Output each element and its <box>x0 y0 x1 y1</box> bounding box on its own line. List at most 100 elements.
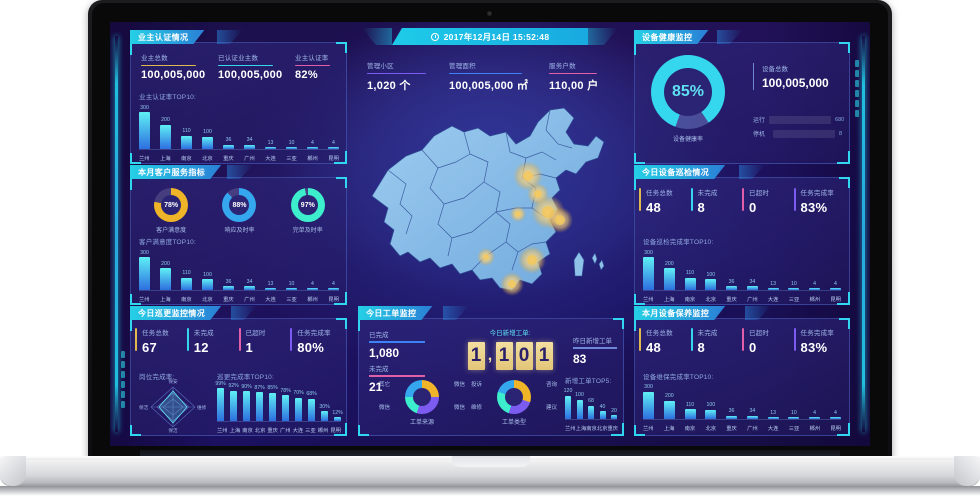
bar <box>307 288 318 290</box>
china-map[interactable] <box>360 92 610 304</box>
bar-column: 34 <box>244 246 255 290</box>
bar-column: 90% <box>241 379 252 421</box>
bar-column: 13 <box>265 246 276 290</box>
bar-column: 10 <box>286 246 297 290</box>
bar-category-label: 郴州 <box>317 427 329 434</box>
bar <box>286 288 297 290</box>
bar-column: 4 <box>809 381 821 419</box>
donut-satisfaction[interactable]: 78% 客户满意度 <box>154 188 189 234</box>
chart-workorder-type[interactable]: 工单类型 投诉 咨询 维修 建议 <box>471 380 557 426</box>
bar <box>643 391 654 419</box>
workorder-done: 已完成 1,080 <box>369 329 431 360</box>
device-maintain-kpis: 任务总数 48 未完成 8 已超时 0 任务完 <box>635 319 849 355</box>
bar <box>321 411 328 421</box>
bar-category-label: 南京 <box>684 425 696 432</box>
bar <box>599 411 606 419</box>
laptop-hinge <box>140 450 840 458</box>
chart-workorder-top5[interactable]: 120 100 68 40 20 <box>563 385 617 419</box>
bar <box>139 257 150 290</box>
panel-title-device-maintain: 本月设备保养监控 <box>634 306 725 320</box>
bar-value: 10 <box>790 409 797 416</box>
header-datetime: 2017年12月14日 15:52:48 <box>443 31 550 42</box>
bar-category-label: 三亚 <box>286 296 297 303</box>
bar <box>328 288 339 290</box>
bar-category-label: 广州 <box>747 296 758 303</box>
bar-category-label: 大连 <box>767 425 779 432</box>
owner-cert-kpis: 业主总数 100,005,000 已认证业主数 100,005,000 业主认证… <box>131 43 346 81</box>
panel-title-service-index: 本月客户服务指标 <box>130 165 221 179</box>
bar-value: 200 <box>161 117 170 124</box>
bar-column: 300 <box>139 246 150 290</box>
chart-patrol-top10[interactable]: 99% 92% 90% 87% 85% 78% 70% 68% 30% 12% <box>215 379 343 421</box>
bar-value: 300 <box>644 384 653 391</box>
bar-column: 68 <box>588 385 594 419</box>
bar <box>767 288 779 290</box>
bar-category-label: 昆明 <box>830 296 841 303</box>
bar-category-label: 兰州 <box>643 425 654 432</box>
bar-category-label: 兰州 <box>217 427 228 434</box>
bar-column: 34 <box>746 381 758 419</box>
bar-category-label: 北京 <box>705 425 717 432</box>
bar-column: 36 <box>223 246 234 290</box>
bar-value: 110 <box>182 128 191 135</box>
bar <box>684 409 696 419</box>
bar-value: 36 <box>728 278 735 285</box>
center-kpi: 管理面积 100,005,000 ㎡ <box>442 60 542 93</box>
chart-device-health-donut[interactable]: 85% 设备健康率 <box>651 55 725 143</box>
bar <box>160 124 171 149</box>
donut-completion[interactable]: 97% 完单及时率 <box>290 188 325 234</box>
bar-value: 300 <box>140 249 149 256</box>
chart-device-inspect-labels: 兰州 上海 南京 北京 重庆 广州 大连 三亚 郴州 昆明 <box>643 292 841 303</box>
chart-satisfaction-top10[interactable]: 300 200 110 100 36 34 13 10 4 4 <box>139 246 339 290</box>
bar-value: 120 <box>563 388 573 395</box>
bar-value: 110 <box>685 401 695 408</box>
bar-category-label: 上海 <box>229 427 241 434</box>
chart-patrol-radar[interactable]: 保安 保洁 保洁 维修 <box>137 377 209 434</box>
kpi-maintain-undone: 未完成 8 <box>690 327 743 355</box>
bar-column: 110 <box>181 101 192 149</box>
donut-response[interactable]: 88% 响应及时率 <box>222 188 257 234</box>
patrol-kpis: 任务总数 67 未完成 12 已超时 1 任务 <box>131 319 346 355</box>
svg-text:维修: 维修 <box>197 404 207 411</box>
bar <box>705 409 717 419</box>
bar <box>643 257 654 290</box>
odometer-digit: 0 <box>515 342 533 370</box>
bar-column: 13 <box>767 381 779 419</box>
laptop-base-notch <box>452 456 530 467</box>
bar-value: 200 <box>664 260 674 267</box>
bar-column: 300 <box>139 101 150 149</box>
bar-value: 36 <box>225 137 232 144</box>
bar-column: 34 <box>746 246 758 290</box>
patrol-radar-title: 岗位完成率: <box>139 374 175 381</box>
laptop-base-corner-left <box>0 456 26 486</box>
bar-value: 92% <box>228 383 239 390</box>
kpi-owner-certified: 已认证业主数 100,005,000 <box>218 55 283 82</box>
bar <box>223 144 234 149</box>
kpi-owner-total: 业主总数 100,005,000 <box>141 55 206 82</box>
bar-value: 20 <box>611 407 617 414</box>
bar <box>202 279 213 290</box>
bar-value: 300 <box>644 249 653 256</box>
bar-category-label: 郴州 <box>307 155 318 162</box>
svg-text:保洁: 保洁 <box>139 404 149 411</box>
bar-column: 300 <box>643 381 654 419</box>
chart-device-maintain-top10[interactable]: 300 200 110 100 36 34 13 10 4 4 <box>643 381 841 419</box>
chart-workorder-source[interactable]: 工单来源 其它 微信 微信 微信 <box>379 380 465 426</box>
bar-column: 10 <box>788 246 800 290</box>
bar <box>576 399 583 419</box>
workorder-top5-title: 新增工单TOP5: <box>565 378 612 385</box>
bar-column: 20 <box>611 385 617 419</box>
bar-category-label: 兰州 <box>643 296 654 303</box>
bar-value: 68% <box>306 391 317 398</box>
chart-device-inspect-top10[interactable]: 300 200 110 100 36 34 13 10 4 4 <box>643 246 841 290</box>
bar <box>705 279 717 290</box>
bar <box>256 392 263 421</box>
chart-owner-cert-top10[interactable]: 300 200 110 100 36 34 13 10 4 4 <box>139 101 339 149</box>
bar-column: 30% <box>319 379 330 421</box>
webcam-icon <box>487 11 492 16</box>
bar-column: 68% <box>306 379 317 421</box>
bar-value: 78% <box>280 387 291 394</box>
bar-column: 100 <box>575 385 584 419</box>
bar <box>223 286 234 290</box>
